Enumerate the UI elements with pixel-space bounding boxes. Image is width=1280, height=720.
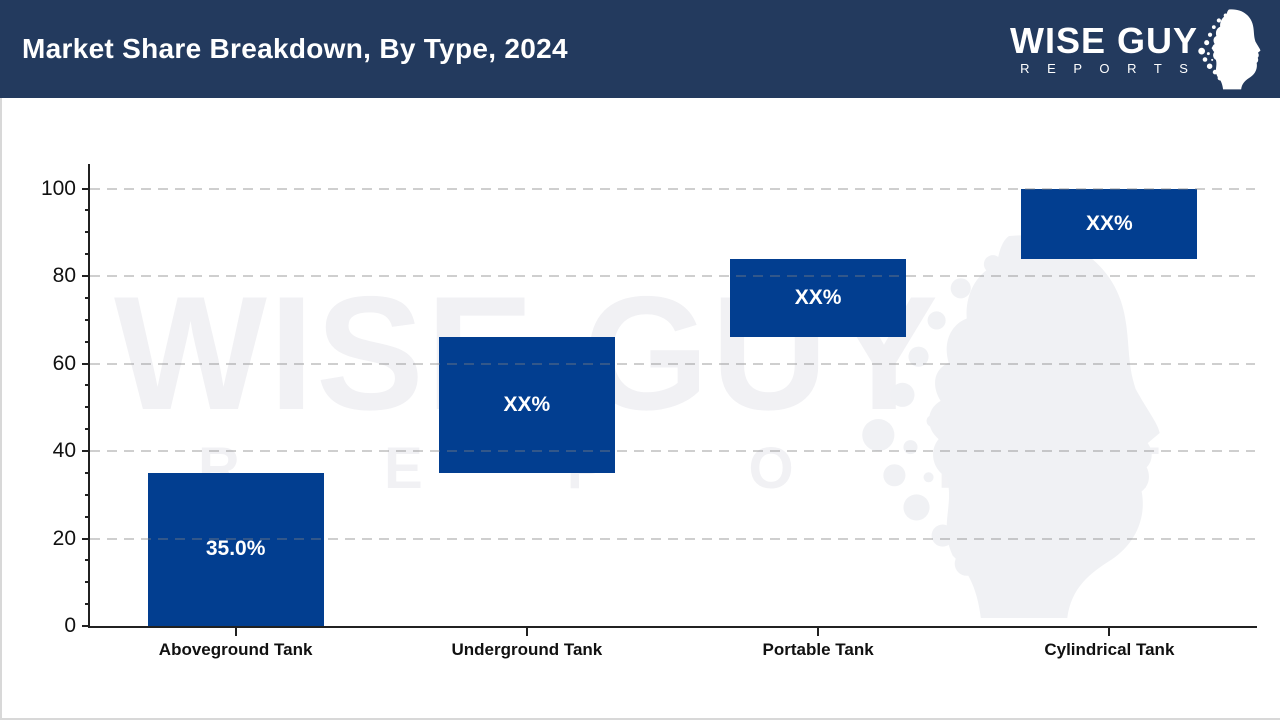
y-tick-100 xyxy=(82,187,90,190)
y-axis-spine xyxy=(88,164,90,628)
x-tick-2 xyxy=(817,628,820,636)
brand-logo: WISE GUY R E P O R T S xyxy=(1010,7,1278,91)
x-tick-0 xyxy=(234,628,237,636)
face-profile-icon xyxy=(1198,9,1261,90)
bar-value-label: XX% xyxy=(794,285,842,309)
y-minor-tick-15 xyxy=(85,559,90,562)
y-minor-tick-90 xyxy=(85,231,90,234)
watermark-face-profile-icon xyxy=(862,235,1160,618)
bar-segment: XX% xyxy=(438,337,615,473)
y-tick-label: 40 xyxy=(52,439,76,462)
x-tick-1 xyxy=(525,628,528,636)
x-category-label: Cylindrical Tank xyxy=(1044,640,1175,659)
y-minor-tick-50 xyxy=(85,406,90,409)
x-category-label: Underground Tank xyxy=(451,640,603,659)
header-bar: Market Share Breakdown, By Type, 2024 WI… xyxy=(0,0,1280,98)
bar-segment: XX% xyxy=(1021,188,1198,259)
x-tick-3 xyxy=(1108,628,1111,636)
y-tick-0 xyxy=(82,625,90,627)
bar-segment: XX% xyxy=(730,258,907,338)
bar-value-label: 35.0% xyxy=(205,537,266,561)
y-minor-tick-25 xyxy=(85,515,90,518)
y-minor-tick-35 xyxy=(85,471,90,474)
x-category-label: Aboveground Tank xyxy=(158,640,313,659)
y-tick-60 xyxy=(82,362,90,365)
y-minor-tick-75 xyxy=(85,296,90,299)
y-tick-label: 20 xyxy=(52,526,76,550)
bar-value-label: XX% xyxy=(503,393,551,417)
y-minor-tick-5 xyxy=(85,603,90,606)
gridline-40 xyxy=(90,450,1255,452)
y-minor-tick-45 xyxy=(85,428,90,431)
brand-name: WISE GUY xyxy=(1009,20,1198,61)
y-minor-tick-55 xyxy=(85,384,90,387)
y-minor-tick-30 xyxy=(85,493,90,496)
y-tick-label: 60 xyxy=(52,351,76,375)
y-tick-label: 80 xyxy=(52,264,76,287)
y-tick-label: 100 xyxy=(40,176,76,200)
brand-logo-text: WISE GUY R E P O R T S xyxy=(1009,20,1198,76)
y-minor-tick-70 xyxy=(85,318,90,321)
y-tick-80 xyxy=(82,275,90,277)
y-tick-40 xyxy=(82,450,90,452)
bar-value-label: XX% xyxy=(1086,211,1133,235)
y-minor-tick-65 xyxy=(85,340,90,343)
brand-tagline: R E P O R T S xyxy=(1020,61,1195,76)
y-tick-20 xyxy=(82,537,90,540)
y-tick-label: 0 xyxy=(64,614,76,637)
gridline-100 xyxy=(90,187,1255,190)
x-category-label: Portable Tank xyxy=(762,640,874,659)
y-minor-tick-85 xyxy=(85,253,90,256)
y-minor-tick-10 xyxy=(85,581,90,584)
gridline-60 xyxy=(90,362,1255,365)
gridline-20 xyxy=(90,537,1255,540)
bar-segment: 35.0% xyxy=(147,472,324,626)
chart-title: Market Share Breakdown, By Type, 2024 xyxy=(22,33,568,64)
y-minor-tick-95 xyxy=(85,209,90,212)
gridline-80 xyxy=(90,275,1255,277)
x-axis-spine xyxy=(88,626,1257,628)
